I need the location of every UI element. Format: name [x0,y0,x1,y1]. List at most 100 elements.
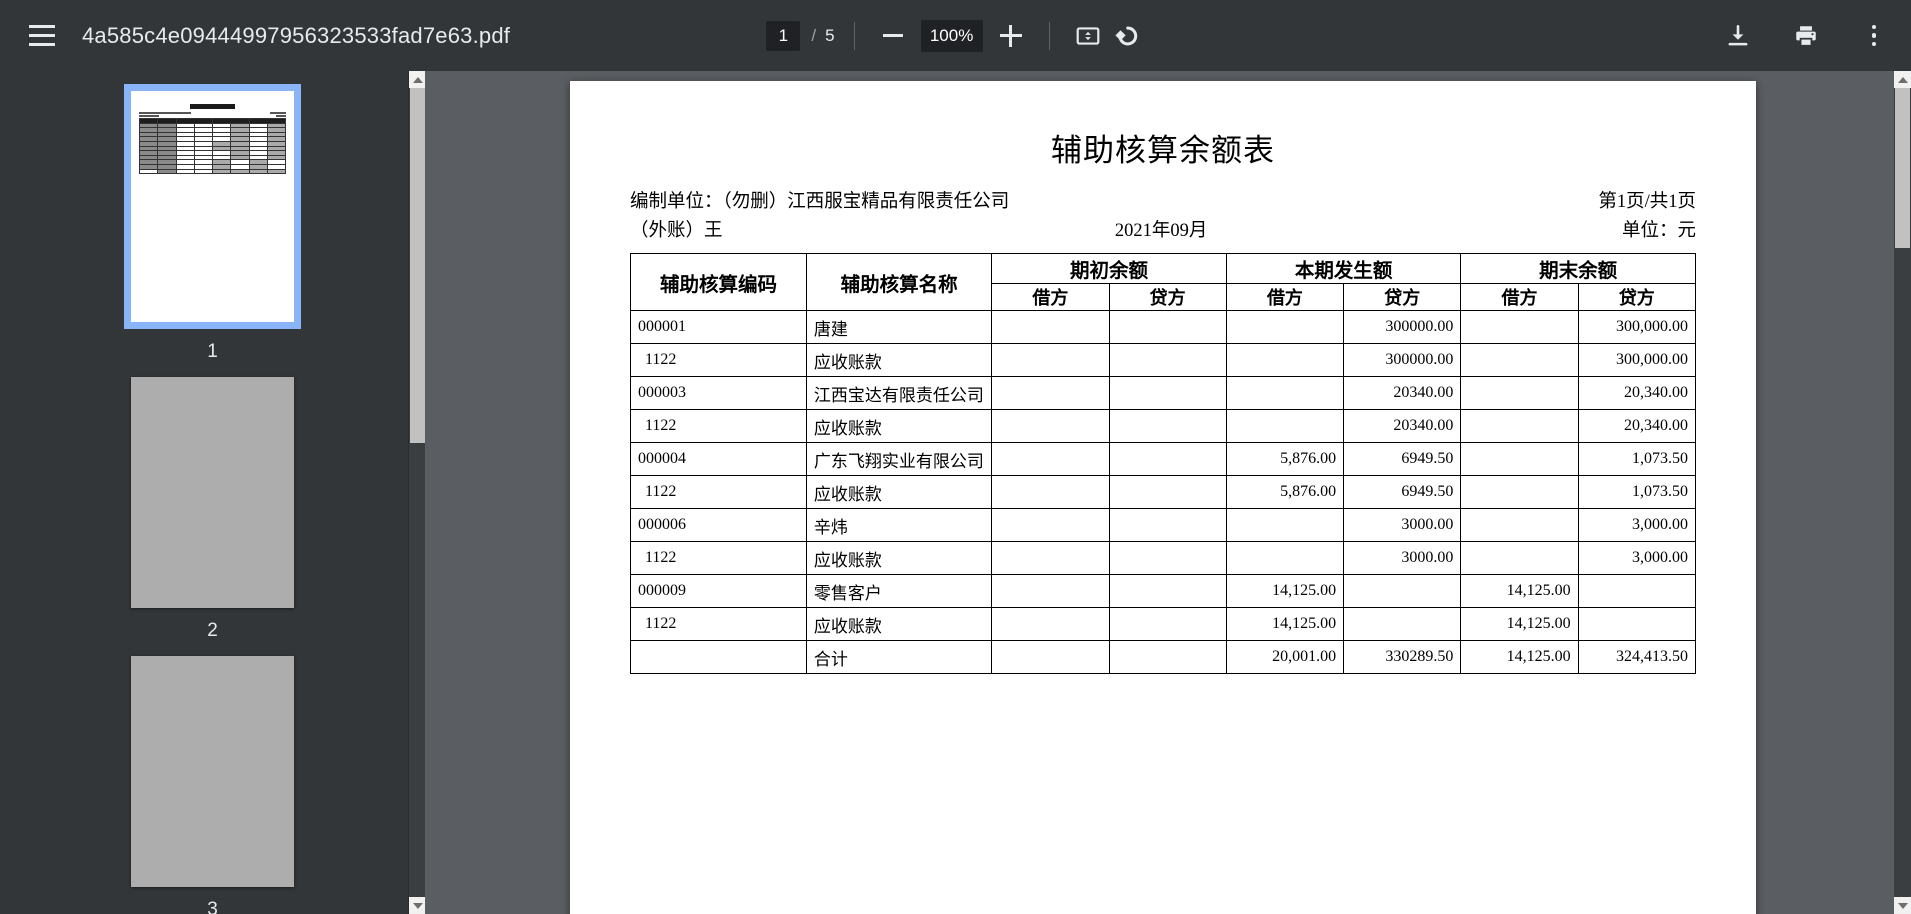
table-row [138,136,287,142]
rotate-counterclockwise-button[interactable] [1107,17,1145,55]
thumbnail-list: 1 2 3 [0,71,425,914]
table-row: 1122 应收账款 3000.00 3,000.00 [630,541,1697,576]
more-options-icon [1871,24,1877,47]
cell-end-debit [1460,508,1579,543]
cell-name: 应收账款 [805,607,993,642]
sidebar-scrollbar[interactable] [408,71,425,914]
cell-open-debit [991,607,1110,642]
dot-1 [1871,24,1877,30]
report-meta: 编制单位：（勿删）江西服宝精品有限责任公司 第1页/共1页 （外账）王 2021… [630,188,1696,245]
page-thumbnail-3[interactable] [131,656,294,887]
thumbnail-label-3: 3 [207,899,218,914]
cell-open-credit [1108,541,1227,576]
sidebar-scroll-up-button[interactable] [409,71,425,88]
table-row [138,145,287,152]
cell [193,168,214,175]
zoom-out-button[interactable] [874,17,912,55]
toolbar-right-group [1719,17,1893,55]
dot-3 [1871,41,1877,47]
menu-bar-2 [29,34,55,37]
toolbar-left-group: 4a585c4e09444997956323533fad7e63.pdf [0,14,510,58]
cell-code: 000009 [630,574,807,609]
cell-open-debit [991,475,1110,510]
page-thumbnail-1[interactable] [124,84,301,329]
thumbnail-meta-right [270,112,286,114]
thumbnail-label-1: 1 [207,341,218,362]
print-button[interactable] [1787,17,1825,55]
thumbnail-item[interactable]: 2 [131,377,294,642]
cell-cur-debit [1225,409,1345,444]
page-thumbnail-2[interactable] [131,377,294,608]
report-meta-row-1: 编制单位：（勿删）江西服宝精品有限责任公司 第1页/共1页 [630,188,1696,217]
table-row [138,127,287,133]
menu-bar-3 [29,43,55,46]
page-separator: / [811,25,817,45]
cell-cur-debit: 20,001.00 [1225,640,1345,675]
document-scroll-up-button[interactable] [1894,71,1911,88]
zoom-level-display[interactable]: 100% [920,19,983,52]
download-icon [1728,24,1748,45]
col-subheader-cur-credit: 贷方 [1343,283,1462,312]
cell-end-debit: 14,125.00 [1460,607,1579,642]
download-button[interactable] [1719,17,1757,55]
thumbnail-meta-row2 [139,115,286,117]
plus-icon [999,24,1022,47]
toolbar-center-group: / 5 100% [0,17,1911,55]
cell [248,168,268,175]
cell-cur-debit [1225,310,1345,345]
page-of-label: 第1页/共1页 [1598,192,1696,212]
thumbnail-item[interactable]: 1 [124,84,301,363]
hamburger-menu-icon[interactable] [20,14,64,58]
cell-cur-credit: 300000.00 [1343,310,1462,345]
thumbnail-item[interactable]: 3 [131,656,294,914]
cell-name: 零售客户 [805,574,993,609]
table-row: 000003 江西宝达有限责任公司 20340.00 20,340.00 [630,376,1697,411]
col-subheader-end-credit: 贷方 [1577,283,1697,312]
cell-open-credit [1108,607,1227,642]
cell-end-credit: 3,000.00 [1577,541,1697,576]
cell-name: 应收账款 [805,409,993,444]
zoom-in-button[interactable] [992,17,1030,55]
chevron-down-icon [412,902,423,909]
cell-end-credit: 20,340.00 [1577,409,1697,444]
thumbnail-meta-left [139,112,191,114]
more-options-button[interactable] [1855,17,1893,55]
sidebar-scrollbar-thumb[interactable] [410,88,425,443]
cell-cur-debit [1225,541,1345,576]
cell-name: 辛炜 [805,508,993,543]
col-header-name: 辅助核算名称 [805,253,993,312]
cell-code: 1122 [630,409,807,444]
col-header-ending-balance: 期末余额 [1460,253,1696,285]
col-header-current-period: 本期发生额 [1225,253,1462,285]
cell-cur-credit: 3000.00 [1343,541,1462,576]
page-navigation: / 5 [766,20,835,51]
cell-open-debit [991,310,1110,345]
cell-open-debit [991,376,1110,411]
table-header-row-top: 辅助核算编码 辅助核算名称 期初余额 本期发生额 期末余额 [630,253,1696,312]
table-row [138,168,287,175]
cell-open-credit [1108,640,1227,675]
cell-code [630,640,807,675]
cell-open-credit [1108,442,1227,477]
cell-name: 应收账款 [805,343,993,378]
document-scrollbar-thumb[interactable] [1895,88,1910,248]
cell-end-credit [1577,607,1697,642]
document-scroll-down-button[interactable] [1894,897,1911,914]
print-icon [1796,25,1816,47]
page-number-input[interactable] [766,20,801,51]
table-row: 合计 20,001.00 330289.50 14,125.00 324,413.50 [630,640,1697,675]
fit-to-page-button[interactable] [1069,17,1107,55]
document-scrollbar[interactable] [1894,71,1911,914]
toolbar-divider-2 [1048,21,1050,50]
cell-end-debit [1460,376,1579,411]
cell-end-debit [1460,310,1579,345]
cell-end-credit: 300,000.00 [1577,343,1697,378]
cell-open-debit [991,508,1110,543]
table-header-row-sub: 借方 贷方 借方 贷方 借方 贷方 [631,283,1697,312]
cell [266,168,287,175]
table-row [138,141,287,147]
cell-open-credit [1108,310,1227,345]
sidebar-scroll-down-button[interactable] [409,897,425,914]
cell-open-credit [1108,508,1227,543]
pdf-toolbar: 4a585c4e09444997956323533fad7e63.pdf / 5… [0,0,1911,71]
